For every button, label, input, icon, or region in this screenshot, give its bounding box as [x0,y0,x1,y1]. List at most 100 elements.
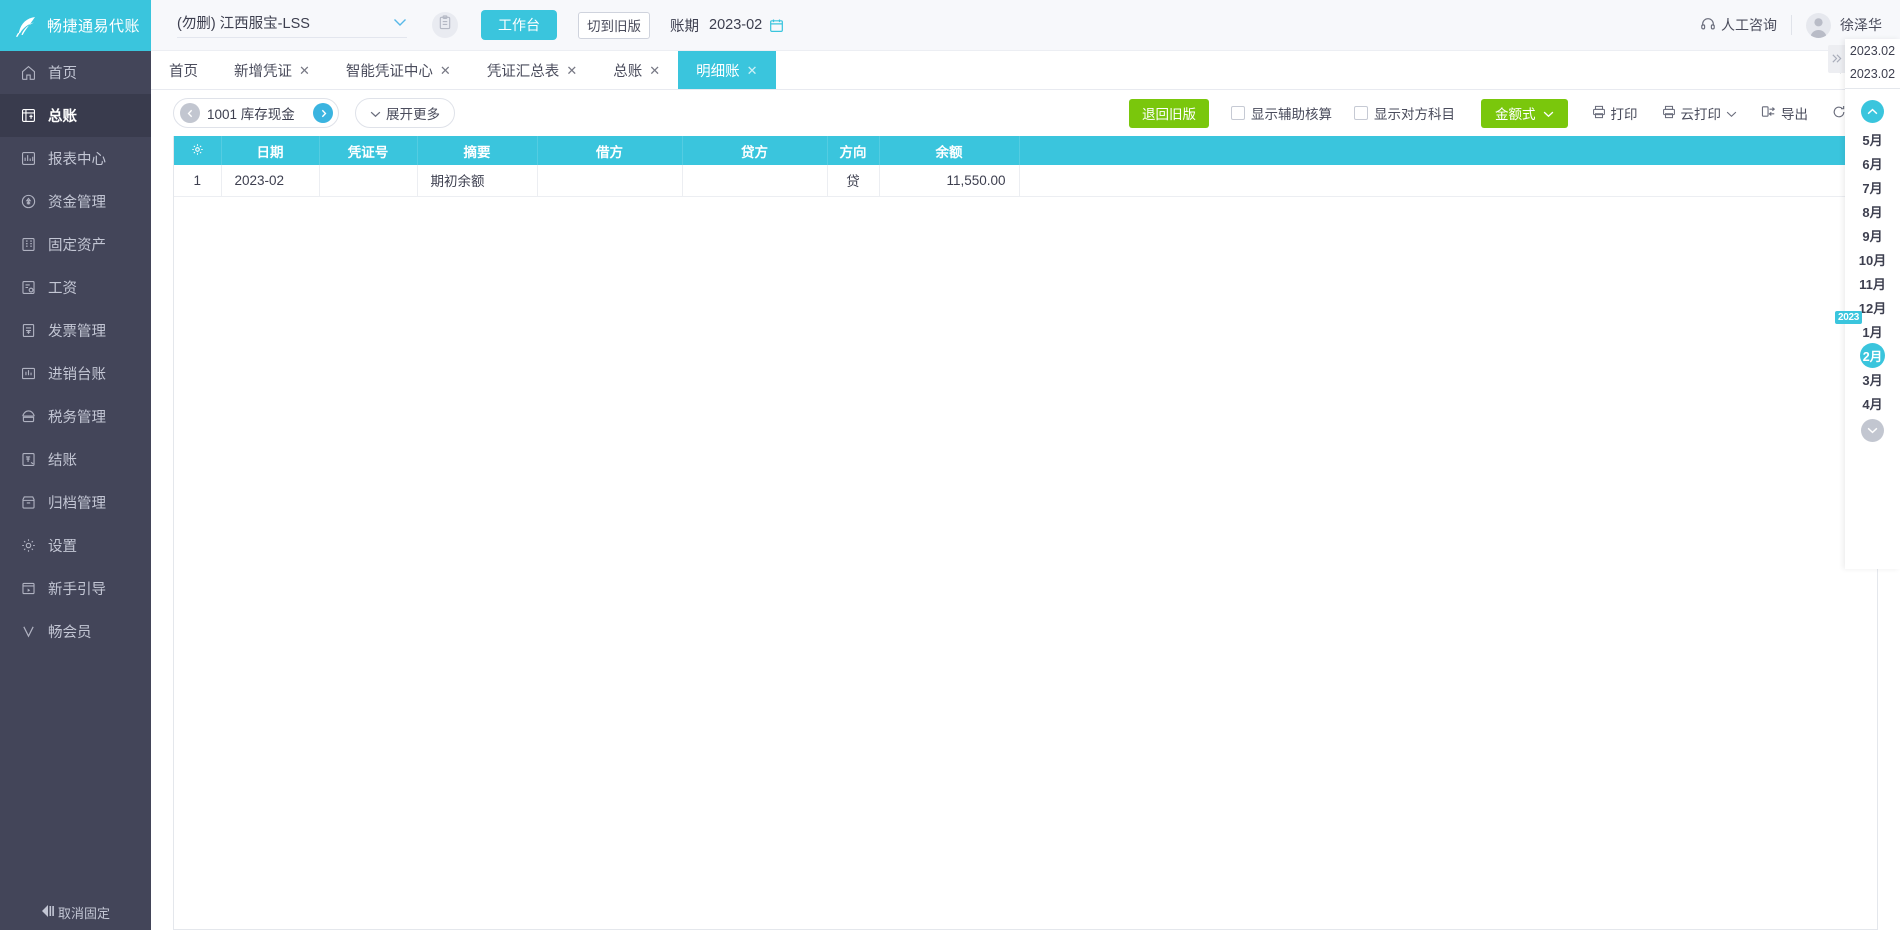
close-icon[interactable]: ✕ [439,62,451,78]
sidebar-item-ledger[interactable]: 总账 [0,94,151,137]
month-scroll-up-button[interactable] [1861,100,1884,123]
period-value[interactable]: 2023-02 [709,17,763,33]
avatar-icon [1810,17,1827,38]
tab-label: 总账 [613,63,643,80]
sidebar-item-reports[interactable]: 报表中心 [0,137,151,180]
sidebar-item-guide[interactable]: 新手引导 [0,567,151,610]
calendar-icon[interactable] [769,18,784,33]
month-item-10[interactable]: 10月 [1845,247,1900,271]
column-header-voucher[interactable]: 凭证号 [319,136,418,165]
sidebar-collapse-toggle[interactable]: 取消固定 [0,894,151,930]
sidebar-item-invoice[interactable]: 发票管理 [0,309,151,352]
chevron-down-icon [1726,106,1737,121]
table-header-row: 日期 凭证号 摘要 借方 贷方 方向 余额 [174,136,1877,165]
sidebar-item-archive[interactable]: 归档管理 [0,481,151,524]
rail-header-period-2[interactable]: 2023.02 [1845,62,1900,89]
column-header-balance[interactable]: 余额 [879,136,1020,165]
tab-new-voucher[interactable]: 新增凭证 ✕ [216,51,328,89]
switch-old-version-button[interactable]: 切到旧版 [578,11,650,39]
expand-more-button[interactable]: 展开更多 [355,98,455,128]
tab-label: 智能凭证中心 [345,63,433,80]
tab-label: 凭证汇总表 [486,63,560,80]
building-icon [19,236,37,254]
sidebar-item-funds[interactable]: 资金管理 [0,180,151,223]
arrow-left-circle-icon[interactable] [180,103,200,123]
rail-collapse-handle[interactable] [1828,45,1845,73]
column-settings-header[interactable] [174,136,222,165]
month-item-7[interactable]: 7月 [1845,175,1900,199]
cloud-print-button[interactable]: 云打印 [1662,103,1738,123]
sidebar-item-vip[interactable]: 畅会员 [0,610,151,653]
stock-ledger-icon [19,365,37,383]
tab-general-ledger[interactable]: 总账 ✕ [595,51,678,89]
month-item-6[interactable]: 6月 [1845,151,1900,175]
worktable-button[interactable]: 工作台 [481,10,557,40]
month-scroll-down-button[interactable] [1861,419,1884,442]
month-item-2[interactable]: 2月 [1845,342,1900,368]
month-item-9[interactable]: 9月 [1845,223,1900,247]
settings-gear-icon[interactable] [191,143,204,159]
company-selector[interactable]: (勿删) 江西服宝-LSS [177,12,407,38]
ledger-table: 日期 凭证号 摘要 借方 贷方 方向 余额 1 2 [174,136,1877,197]
expand-more-label: 展开更多 [386,107,440,122]
sidebar-item-label: 设置 [48,539,77,555]
amount-mode-dropdown[interactable]: 金额式 [1481,98,1568,128]
detail-ledger-table: 日期 凭证号 摘要 借方 贷方 方向 余额 1 2 [173,136,1878,930]
support-button[interactable]: 人工咨询 [1700,15,1777,35]
sidebar-item-fixed-assets[interactable]: 固定资产 [0,223,151,266]
month-label: 3月 [1862,372,1883,388]
sidebar-item-settings[interactable]: 设置 [0,524,151,567]
export-button[interactable]: 导出 [1761,103,1808,123]
month-item-3[interactable]: 3月 [1845,367,1900,391]
account-picker[interactable]: 1001 库存现金 [173,98,339,128]
sidebar-item-label: 畅会员 [48,625,92,641]
checkbox-box[interactable] [1231,106,1245,120]
sidebar-item-label: 发票管理 [48,324,106,340]
column-header-credit[interactable]: 贷方 [682,136,828,165]
company-name: (勿删) 江西服宝-LSS [177,16,310,32]
column-header-direction[interactable]: 方向 [827,136,880,165]
show-aux-checkbox[interactable]: 显示辅助核算 [1231,103,1332,123]
sidebar-item-tax[interactable]: 税务管理 [0,395,151,438]
month-item-8[interactable]: 8月 [1845,199,1900,223]
tab-voucher-summary[interactable]: 凭证汇总表 ✕ [469,51,595,89]
tab-bar: 首页 新增凭证 ✕ 智能凭证中心 ✕ 凭证汇总表 ✕ 总账 ✕ 明细账 ✕ [151,51,1900,90]
close-icon[interactable]: ✕ [746,62,758,78]
tab-home[interactable]: 首页 [151,51,216,89]
back-to-old-version-button[interactable]: 退回旧版 [1129,98,1209,128]
sidebar-item-label: 归档管理 [48,496,106,512]
month-item-4[interactable]: 4月 [1845,391,1900,415]
close-icon[interactable]: ✕ [649,62,661,78]
month-label: 4月 [1862,396,1883,412]
rail-header-period-1[interactable]: 2023.02 [1849,44,1896,58]
checkbox-box[interactable] [1354,106,1368,120]
show-counter-account-checkbox[interactable]: 显示对方科目 [1354,103,1455,123]
sidebar-item-home[interactable]: 首页 [0,51,151,94]
sidebar-item-stock-ledger[interactable]: 进销台账 [0,352,151,395]
tab-detail-ledger[interactable]: 明细账 ✕ [678,51,776,89]
month-label: 7月 [1862,180,1883,196]
print-button[interactable]: 打印 [1592,103,1638,123]
month-item-1[interactable]: 2023 1月 [1835,311,1900,343]
month-item-11[interactable]: 11月 [1845,271,1900,295]
sidebar-collapse-label: 取消固定 [57,905,110,921]
close-icon[interactable]: ✕ [566,62,578,78]
close-icon[interactable]: ✕ [299,62,310,78]
sidebar-item-checkout[interactable]: 结账 [0,438,151,481]
month-item-5[interactable]: 5月 [1845,127,1900,151]
month-item-12[interactable]: 12月 [1845,295,1900,319]
clipboard-icon [438,15,452,35]
arrow-right-circle-icon[interactable] [313,103,333,123]
table-row[interactable]: 1 2023-02 期初余额 贷 11,550.00 [174,165,1877,197]
column-header-date[interactable]: 日期 [221,136,320,165]
clipboard-icon-button[interactable] [432,12,458,38]
cell-debit [537,165,683,197]
column-header-debit[interactable]: 借方 [537,136,683,165]
avatar[interactable] [1806,12,1831,38]
content-toolbar: 1001 库存现金 展开更多 退回旧版 显示辅助核算 显示对方科目 [151,90,1900,136]
column-header-summary[interactable]: 摘要 [417,136,538,165]
sidebar-item-payroll[interactable]: 工资 [0,266,151,309]
tax-icon [19,408,37,426]
tab-smart-voucher-center[interactable]: 智能凭证中心 ✕ [328,51,469,89]
user-name: 徐泽华 [1840,17,1882,33]
